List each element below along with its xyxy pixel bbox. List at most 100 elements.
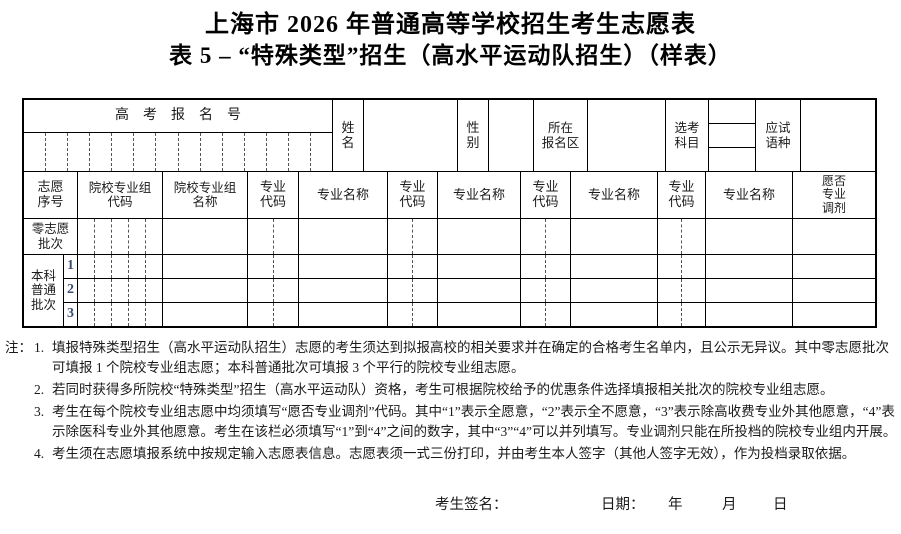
major-name-fill-cell <box>438 279 521 302</box>
zero-batch-label-cell: 零志愿 批次 <box>24 219 78 254</box>
group-code-fill-cell <box>78 303 163 326</box>
col-adjust-line2: 专业 <box>821 187 846 202</box>
major-code-fill-cell <box>388 303 438 326</box>
col-major-name-2: 专业名称 <box>438 172 521 218</box>
major-name-fill-cell <box>571 279 658 302</box>
col-major-name-3: 专业名称 <box>571 172 658 218</box>
major-code-fill-cell <box>658 279 706 302</box>
signature-row: 考生签名： 日期： 年 月 日 <box>0 493 901 515</box>
major-name-fill-cell <box>571 219 658 254</box>
major-code-fill-cell <box>388 255 438 278</box>
col-major-code-line2: 代码 <box>259 194 286 209</box>
major-name-fill-cell <box>299 255 388 278</box>
major-code-fill-cell <box>521 279 571 302</box>
major-name-fill-cell <box>706 303 793 326</box>
col-major-code-line1: 专业 <box>532 179 559 195</box>
subjects-value-cells <box>709 100 756 171</box>
benke-row-3: 3 <box>64 303 875 326</box>
group-name-fill-cell <box>163 219 248 254</box>
language-value-cell <box>801 100 875 171</box>
col-adjustment-willingness: 愿否 专业 调剂 <box>793 172 875 218</box>
col-major-code-4: 专业 代码 <box>658 172 706 218</box>
col-major-code-2: 专业 代码 <box>388 172 438 218</box>
notes-prefix-spacer <box>5 380 34 400</box>
major-name-fill-cell <box>438 303 521 326</box>
form-title-block: 上海市 2026 年普通高等学校招生考生志愿表 表 5 – “特殊类型”招生（高… <box>0 10 901 71</box>
note-item-4: 4. 考生须在志愿填报系统中按规定输入志愿表信息。志愿表须一式三份打印，并由考生… <box>5 444 897 464</box>
language-label-line1: 应试 <box>765 121 791 136</box>
notes-prefix-spacer <box>5 444 34 464</box>
major-code-fill-cell <box>248 255 299 278</box>
note-text: 考生须在志愿填报系统中按规定输入志愿表信息。志愿表须一式三份打印，并由考生本人签… <box>52 446 856 461</box>
group-code-fill-cell <box>78 255 163 278</box>
gender-label: 性别 <box>466 119 480 150</box>
group-name-fill-cell <box>163 279 248 302</box>
benke-label-line1: 本科 <box>30 268 56 283</box>
col-group-name-line1: 院校专业组 <box>173 180 237 195</box>
row-number: 1 <box>64 255 78 278</box>
col-major-code-line2: 代码 <box>399 194 426 209</box>
group-name-fill-cell <box>163 255 248 278</box>
major-name-fill-cell <box>299 303 388 326</box>
major-code-fill-cell <box>521 303 571 326</box>
region-value-cell <box>588 100 666 171</box>
benke-label-line3: 批次 <box>30 297 56 312</box>
major-code-fill-cell <box>521 255 571 278</box>
name-label: 姓名 <box>341 119 355 150</box>
subjects-label-line1: 选考 <box>674 121 700 136</box>
major-name-fill-cell <box>706 279 793 302</box>
col-group-code: 院校专业组 代码 <box>78 172 163 218</box>
name-value-cell <box>364 100 458 171</box>
col-sequence-line1: 志愿 <box>37 179 64 195</box>
major-code-fill-cell <box>248 279 299 302</box>
note-number: 3. <box>34 404 45 419</box>
major-name-fill-cell <box>571 255 658 278</box>
signature-label: 考生签名： <box>435 497 508 513</box>
adjustment-fill-cell <box>793 255 875 278</box>
personal-info-row: 高 考 报 名 号 姓名 性别 所在 报名区 选考 科目 应试 <box>24 100 875 172</box>
adjustment-fill-cell <box>793 303 875 326</box>
benke-row-2: 2 <box>64 279 875 303</box>
notes-block: 注： 1. 填报特殊类型招生（高水平运动队招生）志愿的考生须达到拟报高校的相关要… <box>5 338 897 466</box>
major-name-fill-cell <box>706 255 793 278</box>
subjects-label-line2: 科目 <box>674 135 700 150</box>
note-text: 若同时获得多所院校“特殊类型”招生（高水平运动队）资格，考生可根据院校给予的优惠… <box>52 382 834 397</box>
adjustment-fill-cell <box>793 219 875 254</box>
col-major-code-1: 专业 代码 <box>248 172 299 218</box>
name-label-cell: 姓名 <box>333 100 364 171</box>
date-label: 日期： <box>601 497 645 513</box>
col-major-name-4: 专业名称 <box>706 172 793 218</box>
zero-batch-line2: 批次 <box>37 236 63 251</box>
group-code-fill-cell <box>78 279 163 302</box>
language-label-cell: 应试 语种 <box>756 100 801 171</box>
exam-registration-number-label: 高 考 报 名 号 <box>24 100 332 133</box>
major-name-fill-cell <box>706 219 793 254</box>
benke-rows-container: 1 2 <box>64 255 875 326</box>
column-header-row: 志愿 序号 院校专业组 代码 院校专业组 名称 专业 代码 专业名称 专业 代码… <box>24 172 875 219</box>
exam-registration-number-digit-boxes <box>24 133 332 171</box>
col-major-code-line2: 代码 <box>532 194 559 209</box>
major-code-fill-cell <box>248 219 299 254</box>
year-label: 年 <box>668 497 683 513</box>
col-group-name-line2: 名称 <box>192 195 218 209</box>
subjects-label-cell: 选考 科目 <box>666 100 709 171</box>
note-text: 考生在每个院校专业组志愿中均须填写“愿否专业调剂”代码。其中“1”表示全愿意，“… <box>52 404 897 439</box>
zero-batch-line1: 零志愿 <box>31 222 70 237</box>
note-text: 填报特殊类型招生（高水平运动队招生）志愿的考生须达到拟报高校的相关要求并在确定的… <box>52 340 889 375</box>
month-label: 月 <box>722 497 737 513</box>
major-code-fill-cell <box>658 303 706 326</box>
region-label-line1: 所在 <box>547 121 573 136</box>
region-label-cell: 所在 报名区 <box>534 100 588 171</box>
benke-label-line2: 普通 <box>30 283 56 298</box>
col-adjust-line3: 调剂 <box>821 200 846 215</box>
note-number: 2. <box>34 382 45 397</box>
major-code-fill-cell <box>248 303 299 326</box>
col-group-name: 院校专业组 名称 <box>163 172 248 218</box>
benke-batch-rows: 本科 普通 批次 1 <box>24 255 875 326</box>
form-subtitle: 表 5 – “特殊类型”招生（高水平运动队招生）（样表） <box>169 43 732 68</box>
note-number: 4. <box>34 446 45 461</box>
row-number: 2 <box>64 279 78 302</box>
benke-batch-label-cell: 本科 普通 批次 <box>24 255 64 326</box>
major-code-fill-cell <box>388 279 438 302</box>
